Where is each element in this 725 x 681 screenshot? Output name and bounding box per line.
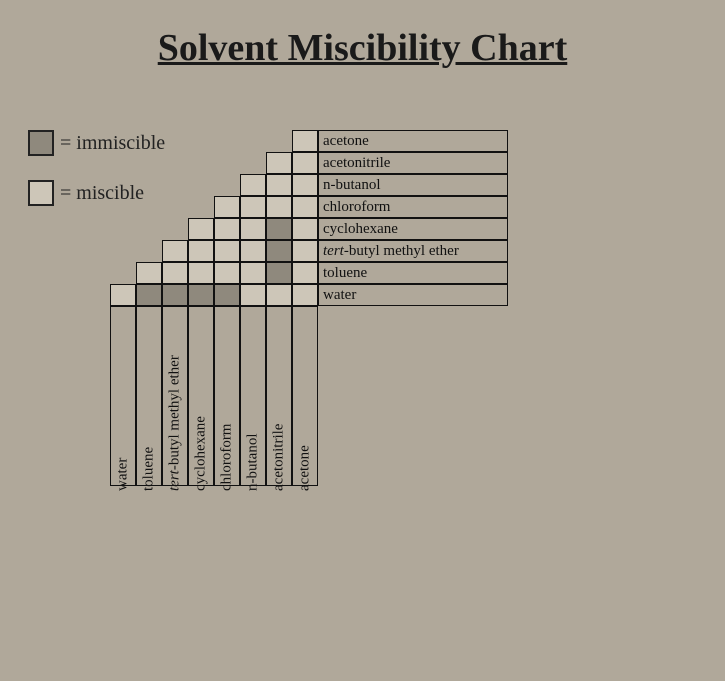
row-label: toluene bbox=[318, 262, 508, 284]
grid-cell bbox=[266, 174, 292, 196]
row-label: tert-butyl methyl ether bbox=[318, 240, 508, 262]
grid-cell bbox=[136, 262, 162, 284]
grid-cell bbox=[266, 196, 292, 218]
grid-cell bbox=[188, 240, 214, 262]
col-label: acetonitrile bbox=[266, 306, 292, 486]
grid-cell bbox=[292, 284, 318, 306]
grid-cell bbox=[240, 262, 266, 284]
legend-swatch bbox=[28, 130, 54, 156]
grid-cell bbox=[266, 262, 292, 284]
grid-cell bbox=[188, 262, 214, 284]
row-label: n-butanol bbox=[318, 174, 508, 196]
grid-cell bbox=[266, 152, 292, 174]
grid-cell bbox=[266, 218, 292, 240]
row-label: water bbox=[318, 284, 508, 306]
grid-cell bbox=[214, 196, 240, 218]
col-label: water bbox=[110, 306, 136, 486]
grid-cell bbox=[292, 240, 318, 262]
legend-item-1: = miscible bbox=[28, 180, 144, 206]
legend-label: = immiscible bbox=[60, 132, 165, 155]
grid-cell bbox=[162, 240, 188, 262]
legend-item-0: = immiscible bbox=[28, 130, 165, 156]
grid-cell bbox=[240, 240, 266, 262]
col-label: n-butanol bbox=[240, 306, 266, 486]
grid-cell bbox=[162, 284, 188, 306]
row-label: acetone bbox=[318, 130, 508, 152]
grid-cell bbox=[214, 240, 240, 262]
row-label: cyclohexane bbox=[318, 218, 508, 240]
row-label: acetonitrile bbox=[318, 152, 508, 174]
grid-cell bbox=[188, 218, 214, 240]
grid-cell bbox=[292, 196, 318, 218]
grid-cell bbox=[292, 152, 318, 174]
grid-cell bbox=[292, 262, 318, 284]
grid-cell bbox=[214, 284, 240, 306]
grid-cell bbox=[110, 284, 136, 306]
grid-cell bbox=[292, 218, 318, 240]
col-label: acetone bbox=[292, 306, 318, 486]
grid-cell bbox=[162, 262, 188, 284]
grid-cell bbox=[240, 218, 266, 240]
grid-cell bbox=[240, 174, 266, 196]
grid-cell bbox=[136, 284, 162, 306]
grid-cell bbox=[292, 130, 318, 152]
col-label: chloroform bbox=[214, 306, 240, 486]
page-title: Solvent Miscibility Chart bbox=[0, 26, 725, 70]
col-label: toluene bbox=[136, 306, 162, 486]
legend-label: = miscible bbox=[60, 182, 144, 205]
row-label: chloroform bbox=[318, 196, 508, 218]
col-label: cyclohexane bbox=[188, 306, 214, 486]
grid-cell bbox=[188, 284, 214, 306]
grid-cell bbox=[214, 218, 240, 240]
grid-cell bbox=[214, 262, 240, 284]
grid-cell bbox=[266, 284, 292, 306]
grid-cell bbox=[240, 196, 266, 218]
page: { "title": { "text": "Solvent Miscibilit… bbox=[0, 0, 725, 681]
grid-cell bbox=[240, 284, 266, 306]
grid-cell bbox=[266, 240, 292, 262]
grid-cell bbox=[292, 174, 318, 196]
col-label: tert-butyl methyl ether bbox=[162, 306, 188, 486]
legend-swatch bbox=[28, 180, 54, 206]
